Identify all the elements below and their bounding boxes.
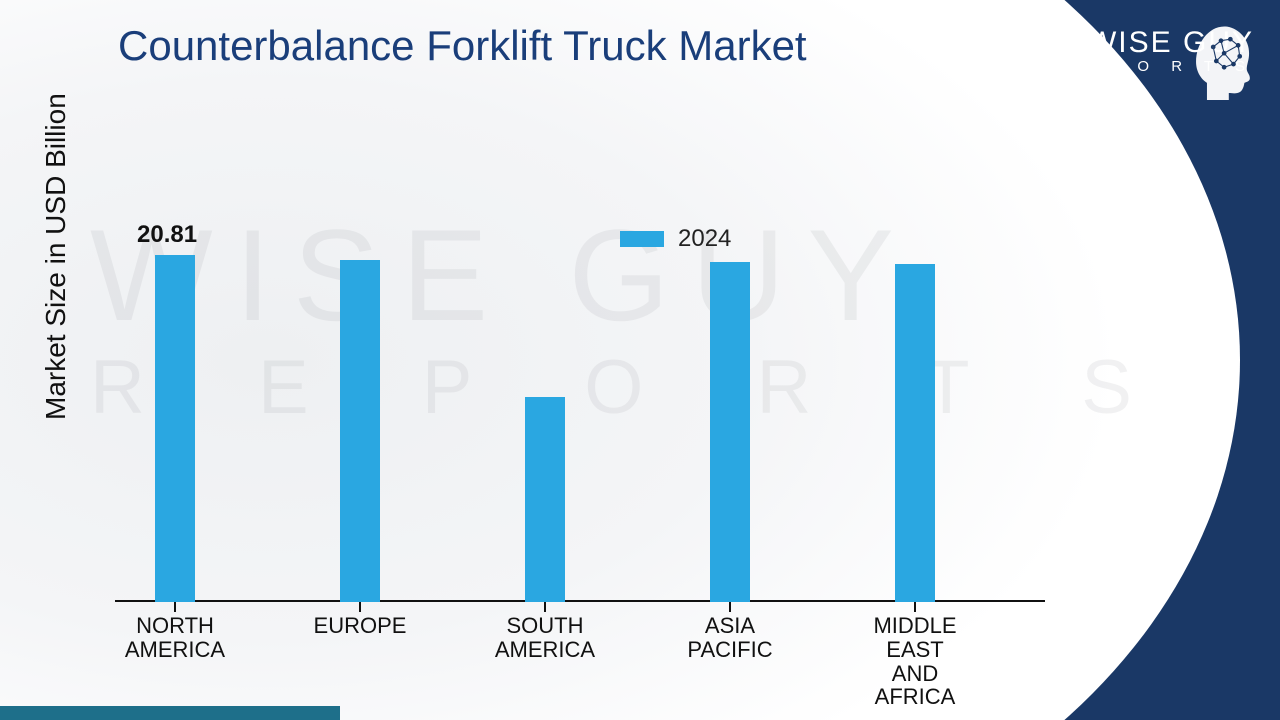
- x-tick: [359, 602, 361, 612]
- x-axis-category-label: NORTHAMERICA: [100, 614, 250, 662]
- legend-label: 2024: [678, 225, 731, 253]
- head-silhouette-icon: [1182, 22, 1260, 100]
- legend-swatch: [620, 231, 664, 247]
- bar: [895, 264, 935, 602]
- x-axis-category-label: MIDDLEEASTANDAFRICA: [840, 614, 990, 709]
- bar-value-label: 20.81: [137, 221, 197, 249]
- x-tick: [729, 602, 731, 612]
- y-axis-label: Market Size in USD Billion: [40, 93, 72, 420]
- x-axis-category-label: SOUTHAMERICA: [470, 614, 620, 662]
- bar: [340, 260, 380, 602]
- x-tick: [174, 602, 176, 612]
- x-axis-category-label: EUROPE: [285, 614, 435, 638]
- chart-stage: WISE GUY R E P O R T S Counterbalance Fo…: [0, 0, 1280, 720]
- bar: [710, 262, 750, 602]
- x-tick: [914, 602, 916, 612]
- brand-logo: WISE GUY R E P O R T S: [1040, 26, 1254, 75]
- plot-area: 20.81: [115, 252, 1045, 602]
- bottom-accent-strip: [0, 706, 340, 720]
- bar: [155, 255, 195, 602]
- chart-title: Counterbalance Forklift Truck Market: [118, 22, 807, 69]
- x-axis-category-label: ASIAPACIFIC: [655, 614, 805, 662]
- bar: [525, 397, 565, 602]
- legend: 2024: [620, 225, 731, 253]
- x-tick: [544, 602, 546, 612]
